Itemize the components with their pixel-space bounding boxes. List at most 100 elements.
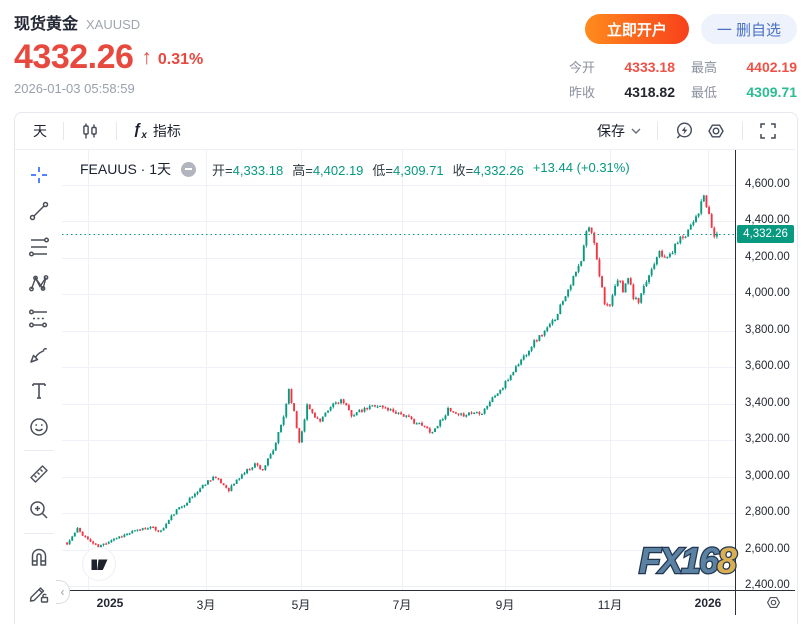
ohlc-change: +13.44 (+0.31%) — [532, 159, 630, 175]
fib-retracement-icon — [28, 237, 49, 257]
time-tick-label: 7月 — [392, 598, 412, 612]
tool-zoom-in[interactable] — [22, 492, 56, 528]
fx-icon: ƒx — [133, 121, 147, 141]
ohlc-high-label: 高= — [292, 162, 313, 178]
xabcd-pattern-icon — [28, 275, 48, 292]
price-tick-label: 2,600.00 — [745, 542, 790, 555]
tool-brush[interactable] — [22, 337, 56, 373]
tradingview-logo[interactable] — [82, 547, 116, 581]
stat-value-high: 4402.19 — [746, 58, 797, 75]
zoom-in-icon — [29, 501, 48, 519]
chart-toolbar: 天 ƒx 指标 保存 — [15, 113, 795, 150]
stat-value-low: 4309.71 — [746, 83, 797, 100]
price-tick-label: 4,200.00 — [745, 250, 790, 263]
settings-button[interactable] — [700, 117, 732, 145]
text-icon — [31, 383, 46, 399]
trend-line-icon — [29, 201, 48, 221]
price-tick-label: 4,600.00 — [745, 177, 790, 190]
stat-value-open: 4333.18 — [624, 58, 675, 75]
price-tick-label: 3,000.00 — [745, 469, 790, 482]
toolbar-separator — [657, 122, 658, 140]
chart-legend: FEAUUS · 1天 开=4,333.18 高=4,402.19 低=4,30… — [80, 159, 630, 179]
price-tick-label: 3,800.00 — [745, 323, 790, 336]
quote-header: 现货黄金 XAUUSD 4332.26 ↑ 0.31% 2026-01-03 0… — [14, 10, 203, 96]
price-axis[interactable]: 4,332.26 4,600.00 4,400.00 4,200.00 4,000.0… — [735, 150, 797, 590]
stat-label: 最低 — [690, 85, 717, 100]
tool-ruler[interactable] — [22, 456, 56, 492]
drawing-toolbar — [15, 151, 62, 611]
price-tick-label: 3,200.00 — [745, 433, 790, 446]
save-label: 保存 — [597, 123, 625, 139]
price-up-arrow-icon: ↑ — [141, 46, 152, 69]
emoji-icon — [29, 418, 48, 436]
snapshot-button[interactable] — [668, 117, 700, 145]
axis-corner-line — [735, 590, 736, 615]
fullscreen-icon — [760, 123, 776, 139]
stat-label: 昨收 — [568, 85, 595, 100]
fx168-watermark: FX168 — [560, 539, 739, 582]
series-title: FEAUUS · 1天 — [80, 161, 172, 177]
price-tick-label: 4,400.00 — [745, 214, 790, 227]
gear-icon — [708, 124, 724, 138]
candlestick-chart-canvas[interactable] — [62, 150, 735, 590]
save-button[interactable]: 保存 — [591, 117, 647, 145]
tool-fib-retracement[interactable] — [22, 229, 56, 265]
indicators-label: 指标 — [152, 123, 181, 139]
collapse-legend-button[interactable] — [181, 161, 197, 177]
ruler-icon — [29, 465, 48, 483]
time-tick-label: 2025 — [96, 596, 124, 610]
ohlc-low-value: 4,309.71 — [393, 162, 444, 178]
toolbar-separator — [742, 122, 743, 140]
price-tick-label: 3,400.00 — [745, 396, 790, 409]
current-price-tag: 4,332.26 — [737, 224, 794, 243]
time-tick-label: 9月 — [495, 598, 515, 612]
ohlc-close-value: 4,332.26 — [473, 162, 524, 178]
time-tick-label: 11月 — [597, 598, 623, 612]
toolbar-separator — [63, 122, 64, 140]
price-tick-label: 3,600.00 — [745, 360, 790, 373]
quote-stats: 今开 4333.18 最高 4402.19 昨收 4318.82 最低 4309… — [569, 57, 797, 101]
tool-xabcd-pattern[interactable] — [22, 265, 56, 301]
tool-trend-line[interactable] — [22, 193, 56, 229]
ohlc-open-value: 4,333.18 — [232, 162, 284, 178]
open-account-button[interactable]: 立即开户 — [584, 14, 689, 44]
fullscreen-button[interactable] — [753, 118, 783, 144]
price-tick-label: 2,400.00 — [745, 578, 790, 590]
tool-drawing-lock[interactable] — [22, 575, 56, 611]
axis-settings-button[interactable] — [765, 594, 782, 614]
chevron-down-icon — [631, 128, 641, 134]
last-price: 4332.26 — [14, 38, 134, 76]
drawing-lock-icon — [29, 587, 48, 603]
time-axis[interactable]: 2025 3月 5月 7月 9月 11月 2026 — [62, 590, 795, 616]
tool-cursor-crosshair[interactable] — [22, 157, 56, 193]
ohlc-open-label: 开= — [212, 162, 233, 178]
tool-forecast-projection[interactable] — [22, 301, 56, 337]
interval-button[interactable]: 天 — [27, 117, 53, 145]
tool-emoji[interactable] — [22, 409, 56, 445]
crosshair-icon — [30, 167, 47, 183]
time-tick-label: 3月 — [196, 598, 216, 612]
change-percent: 0.31% — [157, 51, 204, 68]
chart-style-button[interactable] — [74, 117, 106, 145]
camera-flash-icon — [676, 122, 693, 139]
fx168-text-gold: 8 — [716, 539, 739, 582]
stat-value-prev-close: 4318.82 — [624, 83, 675, 100]
candles-style-icon — [83, 123, 97, 139]
instrument-symbol: XAUUSD — [86, 17, 141, 32]
ohlc-close-label: 收= — [452, 162, 474, 178]
tradingview-logo-icon — [91, 559, 107, 570]
remove-watchlist-button[interactable]: 一 删自选 — [700, 14, 797, 44]
toolbar-divider — [23, 533, 54, 534]
time-tick-label: 5月 — [291, 598, 311, 612]
indicators-button[interactable]: ƒx 指标 — [127, 117, 187, 145]
toolbar-separator — [116, 122, 117, 140]
ohlc-high-value: 4,402.19 — [312, 162, 364, 178]
brush-icon — [29, 348, 47, 363]
magnet-icon — [31, 548, 46, 566]
toolbar-divider — [23, 450, 54, 451]
stat-label: 今开 — [568, 60, 595, 75]
tool-text[interactable] — [22, 373, 56, 409]
quote-timestamp: 2026-01-03 05:58:59 — [14, 81, 135, 96]
tool-magnet[interactable] — [22, 539, 56, 575]
